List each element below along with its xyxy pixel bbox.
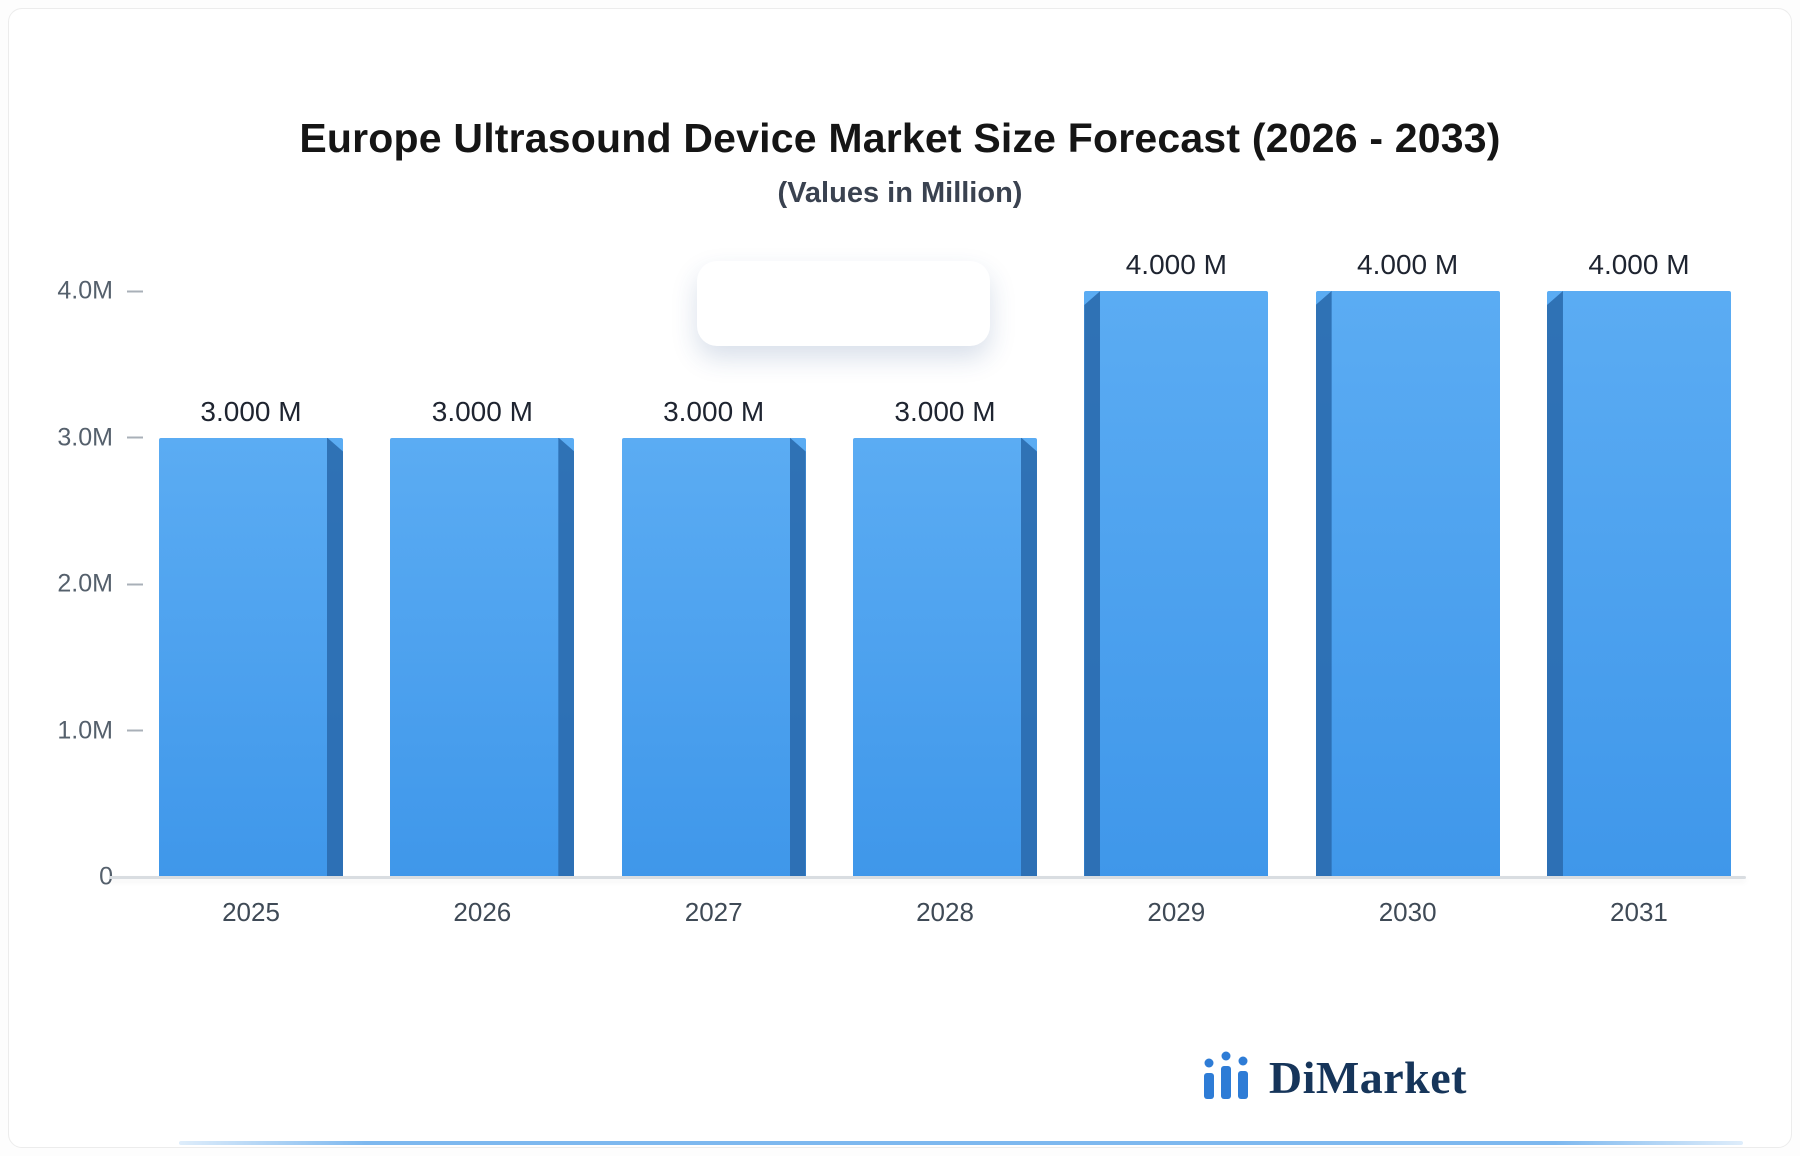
y-tick-label: 0 [99,862,113,891]
bar-value-label: 3.000 M [431,395,533,427]
y-axis-tick: 2.0M [57,570,143,599]
bar-value-label: 4.000 M [1357,249,1459,280]
y-tick-label: 3.0M [57,423,113,451]
brand-logo: DiMarket [1199,1047,1467,1108]
y-axis-tick: 4.0M [57,277,143,306]
bar-2026[interactable]: 3.000 M [390,396,575,877]
chart-card: Europe Ultrasound Device Market Size For… [8,8,1792,1148]
plot-area: 4.0M 3.0M 2.0M 1.0M 0 3.000 M 2025 3.000… [57,249,1746,927]
tick-mark [127,729,143,732]
bar-series: 3.000 M 2025 3.000 M 2026 3.000 M 2027 3… [159,249,1731,927]
x-axis-label: 2027 [684,897,743,927]
x-axis-label: 2028 [916,897,974,927]
x-axis-label: 2026 [453,897,512,927]
bar-2030[interactable]: 4.000 M [1315,249,1500,877]
bar-2025[interactable]: 3.000 M [159,396,343,877]
tick-mark [127,583,143,585]
bar-value-label: 3.000 M [663,395,765,427]
bar-2029[interactable]: 4.000 M [1084,249,1269,877]
cagr-badge: CAGR: 4.91% [697,261,989,346]
bar-value-label: 3.000 M [894,395,996,427]
y-tick-label: 4.0M [57,276,113,305]
x-axis-label: 2030 [1378,897,1437,927]
y-tick-label: 1.0M [57,716,113,744]
tick-mark [127,436,143,439]
y-tick-label: 2.0M [57,569,113,598]
x-axis-label: 2029 [1147,897,1206,927]
bar-value-label: 4.000 M [1125,249,1227,280]
bar-group-2031: 4.000 M 2031 [1546,249,1731,927]
bar-group-2027: 3.000 M 2027 [621,291,806,927]
dimarket-logo-icon [1199,1047,1255,1108]
x-axis-label: 2025 [222,897,280,927]
chart-title: Europe Ultrasound Device Market Size For… [299,115,1501,161]
bar-group-2028: 3.000 M 2028 [852,291,1037,927]
brand-name: DiMarket [1268,1052,1467,1103]
bottom-accent-line [179,1141,1743,1145]
bar-group-2026: 3.000 M 2026 [390,291,575,927]
x-axis-line [109,876,1746,879]
bar-2027[interactable]: 3.000 M [621,396,806,877]
bar-group-2030: 4.000 M 2030 [1315,249,1500,927]
y-axis-tick: 3.0M [57,423,143,452]
tick-mark [127,290,143,292]
y-axis-tick: 1.0M [57,716,143,745]
chart-subtitle: (Values in Million) [777,177,1023,209]
bar-value-label: 4.000 M [1588,249,1690,280]
bar-value-label: 3.000 M [200,395,302,427]
bar-2031[interactable]: 4.000 M [1546,249,1731,877]
bar-2028[interactable]: 3.000 M [852,396,1037,877]
bar-group-2025: 3.000 M 2025 [159,291,343,927]
x-axis-label: 2031 [1610,897,1668,927]
bar-group-2029: 4.000 M 2029 [1084,249,1269,927]
